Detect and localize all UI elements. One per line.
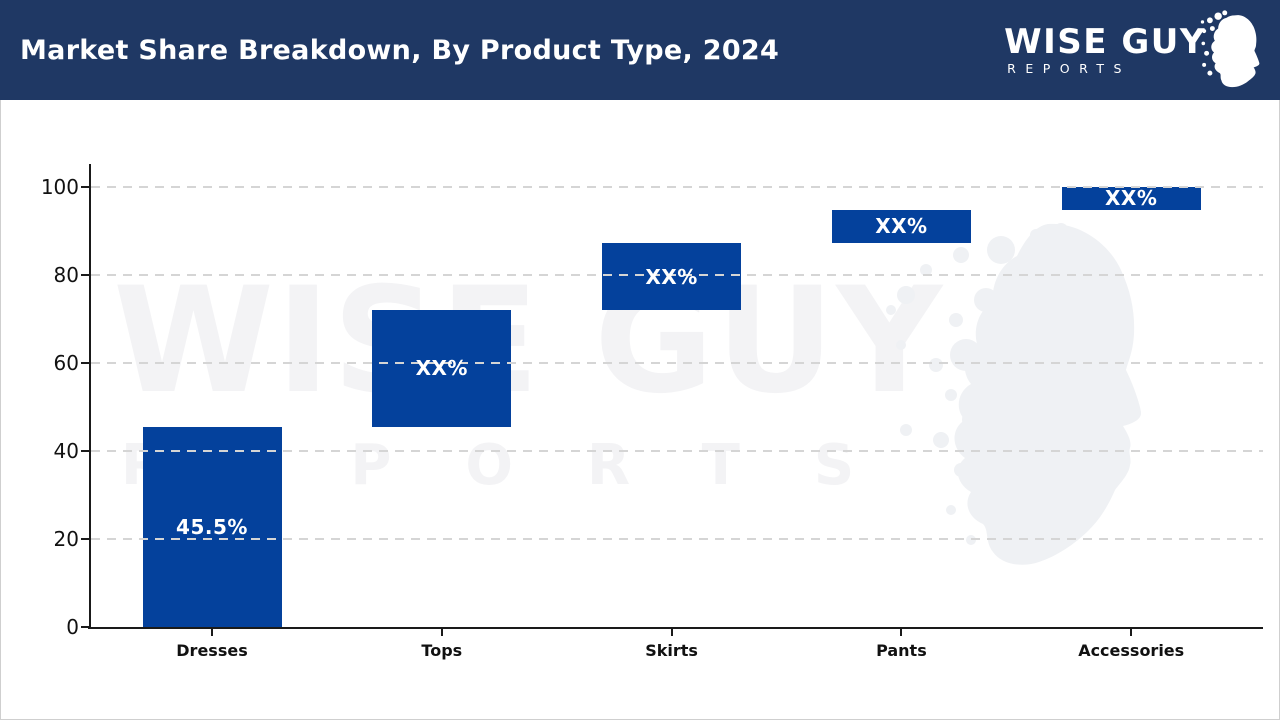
bar-tops: XX% bbox=[372, 310, 512, 427]
bar-value-label: XX% bbox=[875, 214, 928, 239]
gridline-20 bbox=[91, 538, 1263, 540]
y-axis bbox=[89, 164, 91, 629]
y-tick bbox=[81, 362, 89, 364]
x-tick bbox=[900, 629, 903, 636]
y-tick bbox=[81, 450, 89, 452]
bar-value-label: 45.5% bbox=[176, 514, 248, 539]
bar-value-label: XX% bbox=[415, 356, 468, 381]
bar-dresses: 45.5% bbox=[142, 426, 282, 627]
y-tick-label: 20 bbox=[53, 527, 79, 551]
y-tick bbox=[81, 186, 89, 188]
y-tick-label: 80 bbox=[53, 263, 79, 287]
y-tick-label: 40 bbox=[53, 439, 79, 463]
x-tick bbox=[670, 629, 673, 636]
bar-value-label: XX% bbox=[645, 264, 698, 289]
bar-skirts: XX% bbox=[602, 242, 742, 311]
logo-subtext: REPORTS bbox=[1007, 60, 1131, 76]
y-tick bbox=[81, 538, 89, 540]
x-tick bbox=[440, 629, 443, 636]
gridline-40 bbox=[91, 450, 1263, 452]
logo-head-icon bbox=[1200, 10, 1260, 88]
x-axis bbox=[88, 627, 1263, 629]
x-category-label: Pants bbox=[876, 641, 927, 660]
y-tick-label: 0 bbox=[66, 615, 79, 639]
gridline-60 bbox=[91, 362, 1263, 364]
y-tick bbox=[81, 274, 89, 276]
logo-wordmark: WISE GUY bbox=[1004, 21, 1206, 62]
chart-title: Market Share Breakdown, By Product Type,… bbox=[20, 34, 780, 66]
x-category-label: Dresses bbox=[176, 641, 248, 660]
bar-pants: XX% bbox=[831, 209, 971, 243]
y-tick-label: 100 bbox=[40, 175, 79, 199]
logo-wordmark-block: WISE GUY REPORTS bbox=[1004, 25, 1206, 76]
header-bar: Market Share Breakdown, By Product Type,… bbox=[0, 0, 1280, 100]
chart-area: WISE GUY REPORTS 45.5% XX% XX% XX% XX bbox=[0, 100, 1280, 720]
x-category-label: Tops bbox=[421, 641, 463, 660]
x-category-label: Accessories bbox=[1078, 641, 1185, 660]
gridline-80 bbox=[91, 274, 1263, 276]
x-category-label: Skirts bbox=[645, 641, 698, 660]
x-tick bbox=[211, 629, 213, 636]
x-tick bbox=[1130, 629, 1133, 636]
bar-value-label: XX% bbox=[1104, 186, 1158, 211]
bar-accessories: XX% bbox=[1061, 186, 1201, 211]
y-tick bbox=[81, 626, 89, 628]
y-tick-label: 60 bbox=[53, 351, 79, 375]
gridline-100 bbox=[91, 186, 1263, 188]
waterfall-plot: 45.5% XX% XX% XX% XX% 0 20 40 60 80 100 Dresses Tops… bbox=[1, 100, 1279, 719]
brand-logo: WISE GUY REPORTS bbox=[1004, 9, 1266, 91]
